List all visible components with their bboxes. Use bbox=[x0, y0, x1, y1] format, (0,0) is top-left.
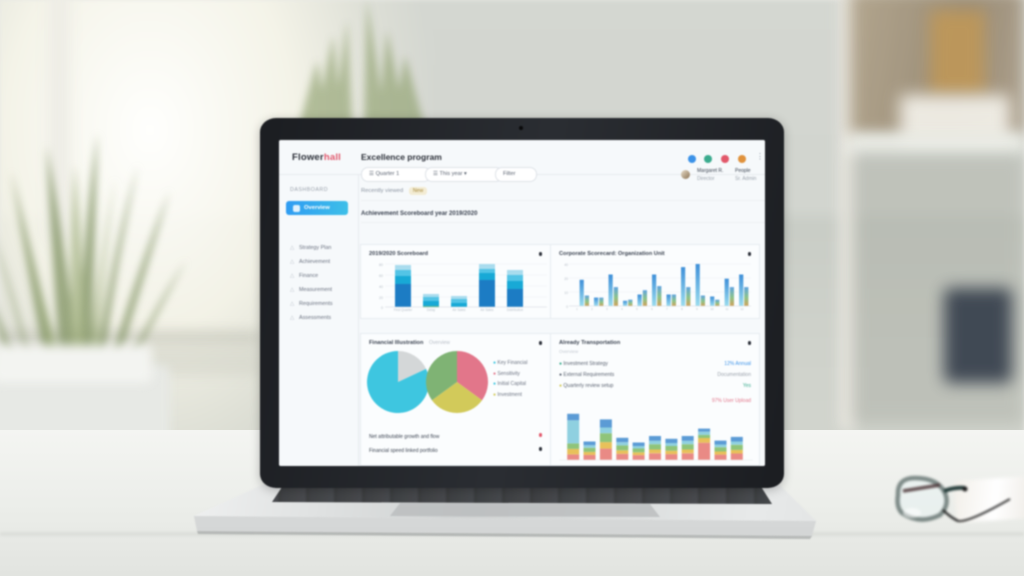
svg-text:4: 4 bbox=[621, 307, 623, 311]
svg-text:10: 10 bbox=[564, 291, 568, 295]
svg-text:80: 80 bbox=[379, 263, 383, 267]
svg-text:20: 20 bbox=[564, 277, 568, 281]
svg-text:60: 60 bbox=[379, 274, 383, 278]
svg-text:Delay: Delay bbox=[427, 308, 436, 312]
svg-text:6: 6 bbox=[651, 307, 653, 311]
svg-text:3: 3 bbox=[606, 307, 608, 311]
svg-text:40: 40 bbox=[564, 263, 568, 267]
svg-text:5: 5 bbox=[636, 307, 638, 311]
svg-text:Air Sales: Air Sales bbox=[480, 308, 494, 312]
svg-text:40: 40 bbox=[379, 285, 383, 289]
svg-text:9: 9 bbox=[696, 307, 698, 311]
svg-text:0: 0 bbox=[566, 305, 568, 309]
svg-text:12: 12 bbox=[740, 307, 744, 311]
svg-text:0: 0 bbox=[381, 306, 383, 310]
svg-text:11: 11 bbox=[725, 307, 728, 311]
svg-text:10: 10 bbox=[710, 307, 714, 311]
svg-text:1: 1 bbox=[576, 307, 578, 311]
svg-text:Air Sales: Air Sales bbox=[452, 308, 466, 312]
svg-text:20: 20 bbox=[379, 296, 383, 300]
svg-text:7: 7 bbox=[666, 307, 668, 311]
svg-text:2: 2 bbox=[591, 307, 593, 311]
svg-text:8: 8 bbox=[681, 307, 683, 311]
svg-text:Distribution: Distribution bbox=[507, 308, 524, 312]
svg-text:First Quarter: First Quarter bbox=[394, 308, 413, 312]
